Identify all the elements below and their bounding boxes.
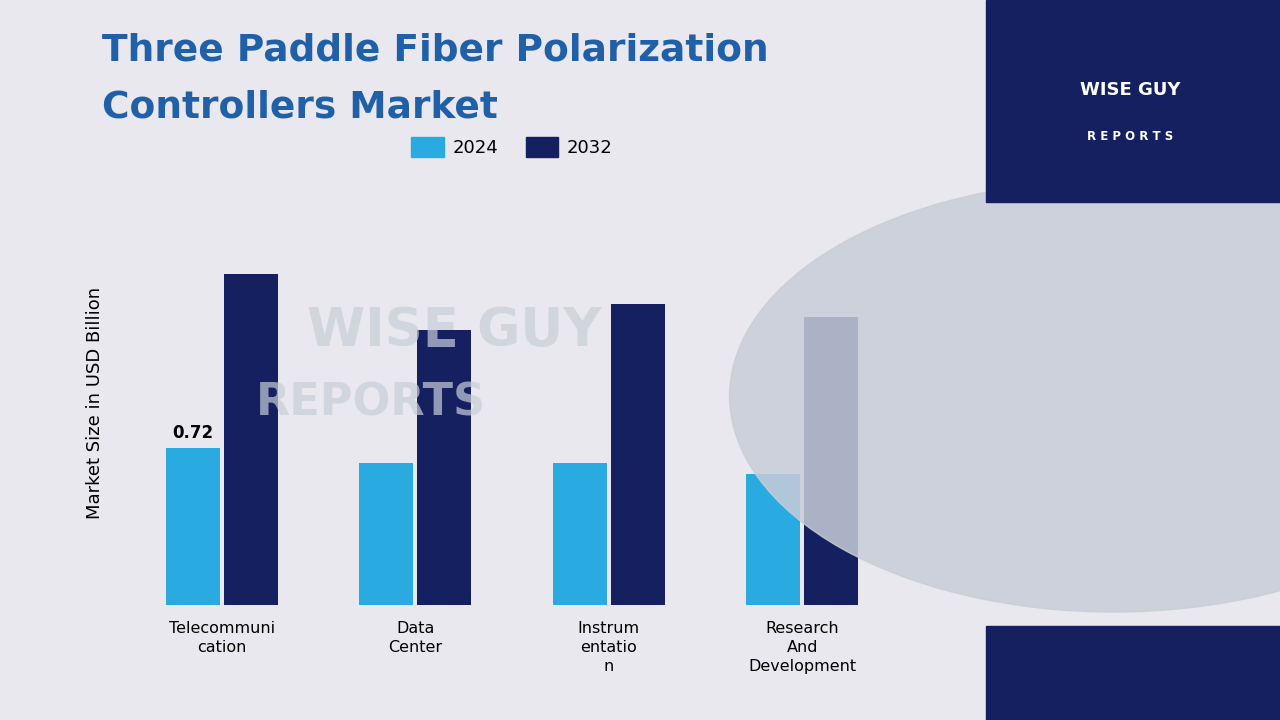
Bar [360, 463, 413, 605]
Text: REPORTS: REPORTS [256, 382, 486, 425]
Bar [553, 463, 607, 605]
Bar [165, 448, 220, 605]
Text: R E P O R T S: R E P O R T S [1087, 130, 1174, 143]
Bar [611, 304, 664, 605]
Text: WISE GUY: WISE GUY [1080, 81, 1180, 99]
Text: Controllers Market: Controllers Market [102, 90, 498, 126]
Y-axis label: Market Size in USD Billion: Market Size in USD Billion [86, 287, 104, 519]
Bar [804, 317, 859, 605]
Bar [224, 274, 278, 605]
Text: WISE GUY: WISE GUY [307, 305, 602, 357]
Text: Three Paddle Fiber Polarization: Three Paddle Fiber Polarization [102, 32, 769, 68]
Text: 0.72: 0.72 [172, 424, 214, 442]
Bar [417, 330, 471, 605]
Bar [746, 474, 800, 605]
Legend: 2024, 2032: 2024, 2032 [404, 130, 620, 164]
